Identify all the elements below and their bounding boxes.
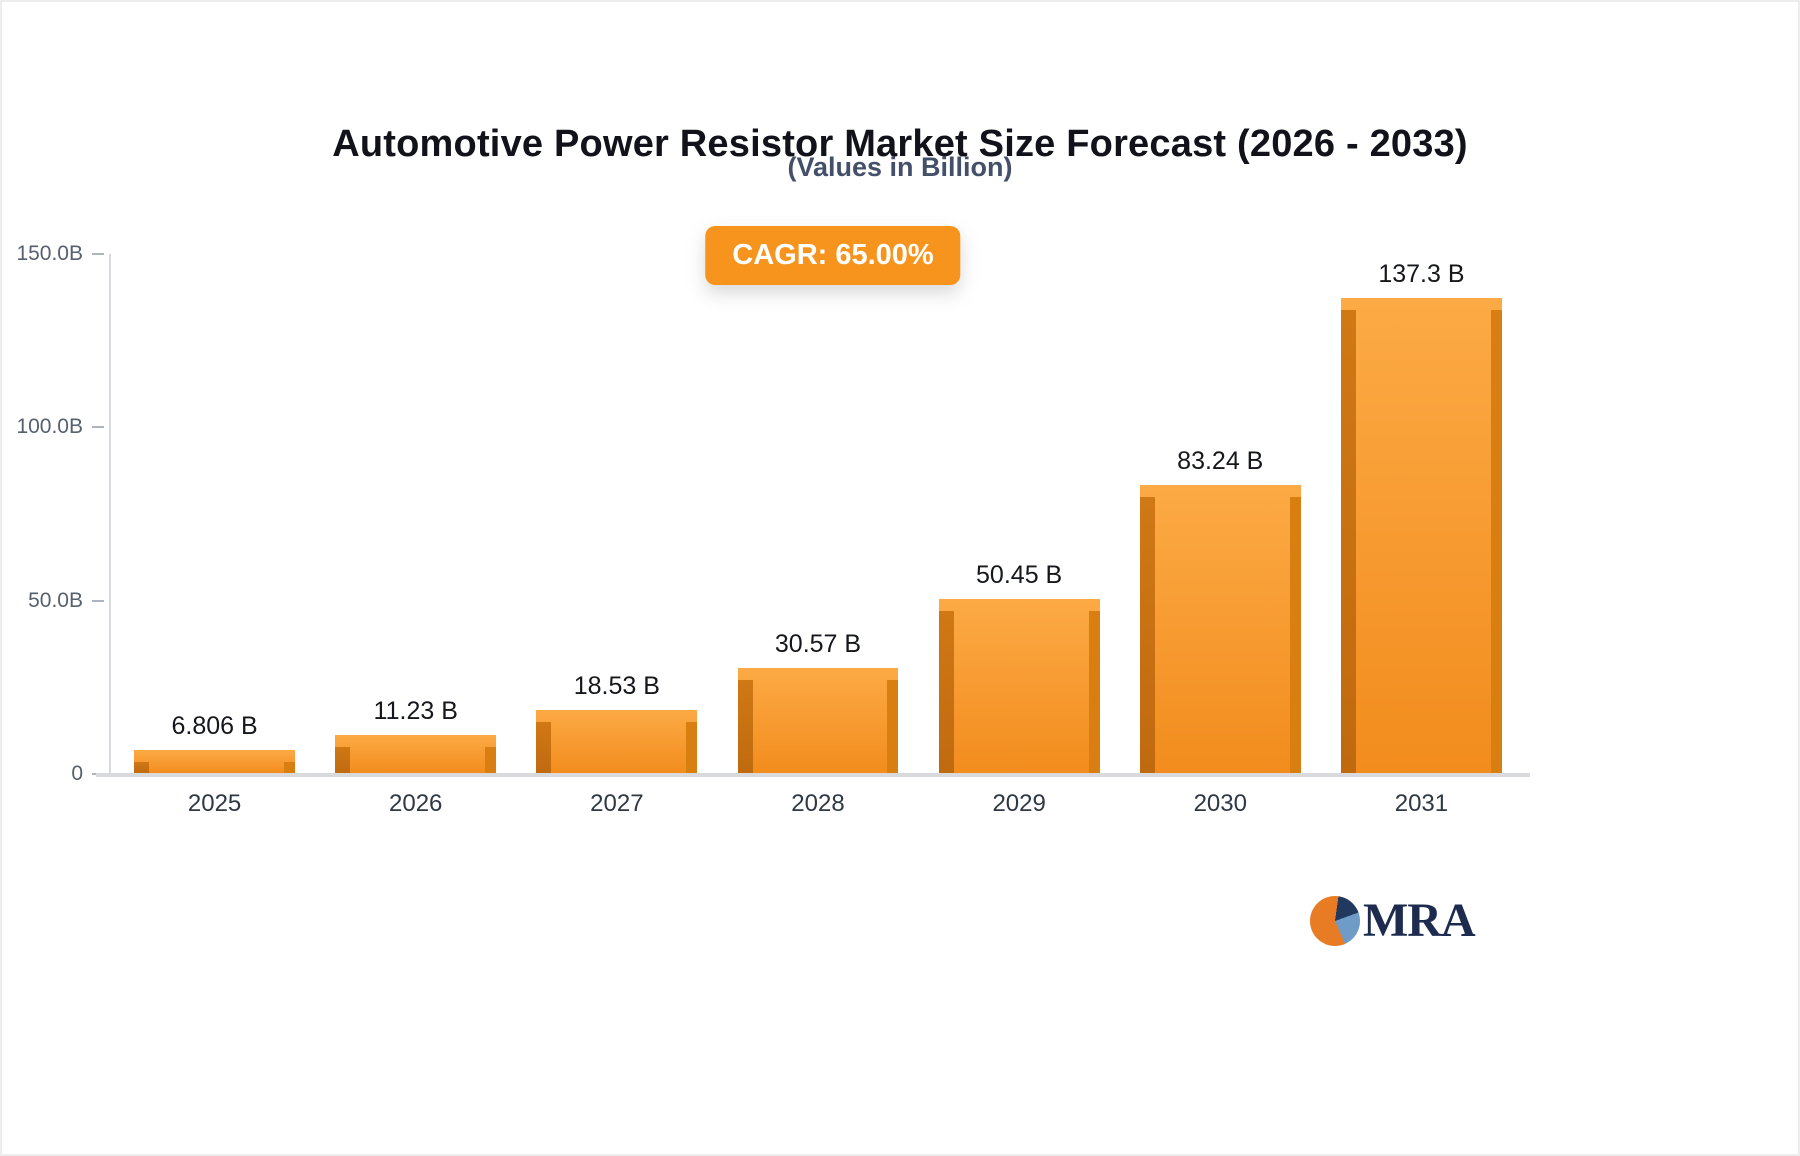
x-axis-label: 2031: [1394, 790, 1449, 817]
bar-slot: 50.45 B: [919, 254, 1120, 774]
bar-value-label: 83.24 B: [1177, 447, 1264, 476]
x-axis-label: 2028: [791, 790, 845, 817]
pie-chart-icon: [1310, 896, 1360, 946]
x-axis-label: 2029: [992, 790, 1046, 817]
plot-area: 6.806 B 11.23 B 18.53 B 30.57 B 50.45 B 83.24…: [114, 254, 1522, 775]
x-axis-label: 2025: [187, 790, 242, 817]
y-tick: 100.0B: [16, 415, 104, 439]
y-tick: 150.0B: [16, 242, 104, 266]
bar-2027: [536, 709, 698, 775]
bar-2028: [737, 668, 899, 774]
bar-value-label: 18.53 B: [573, 671, 660, 700]
chart-subtitle: (Values in Billion): [787, 152, 1013, 182]
bar-slot: 18.53 B: [516, 254, 717, 775]
y-tick-mark: [92, 253, 104, 255]
bar-value-label: 30.57 B: [774, 630, 862, 659]
chart-title: Automotive Power Resistor Market Size Fo…: [332, 123, 1468, 166]
bar-2029: [938, 599, 1100, 774]
bar-value-label: 6.806 B: [171, 712, 258, 741]
x-axis-labels: 2025 2026 2027 2028 2029 2030 2031: [114, 790, 1522, 818]
brand-logo: MRA: [1310, 894, 1476, 947]
y-tick: 0: [71, 762, 104, 786]
y-tick-label: 0: [71, 762, 83, 785]
bar-value-label: 137.3 B: [1378, 260, 1465, 289]
bar-value-label: 11.23 B: [373, 697, 458, 726]
bar-slot: 6.806 B: [114, 254, 315, 774]
x-axis-label: 2027: [590, 790, 644, 817]
brand-name: MRA: [1363, 894, 1476, 947]
bar-2031: [1340, 298, 1502, 774]
y-tick-mark: [92, 426, 104, 429]
y-tick-label: 150.0B: [16, 242, 83, 265]
y-tick: 50.0B: [28, 589, 104, 613]
y-tick-label: 100.0B: [16, 415, 83, 439]
y-tick-mark: [92, 599, 104, 602]
cagr-badge: CAGR: 65.00%: [705, 226, 961, 285]
y-tick-label: 50.0B: [28, 588, 83, 612]
bar-slot: 30.57 B: [717, 254, 918, 774]
bar-2025: [134, 750, 296, 774]
bar-2030: [1139, 485, 1301, 774]
bar-value-label: 50.45 B: [976, 561, 1063, 590]
bar-chart: 0 50.0B 100.0B 150.0B 6.806 B 11.23 B 18.53 B…: [16, 242, 1530, 817]
bar-2026: [335, 735, 497, 774]
x-axis-label: 2026: [389, 790, 443, 817]
x-axis-label: 2030: [1193, 790, 1247, 817]
bar-slot: 83.24 B: [1120, 254, 1321, 774]
bar-slot: 137.3 B: [1321, 254, 1522, 774]
bar-slot: 11.23 B: [315, 254, 516, 774]
y-tick-mark: [92, 773, 104, 775]
